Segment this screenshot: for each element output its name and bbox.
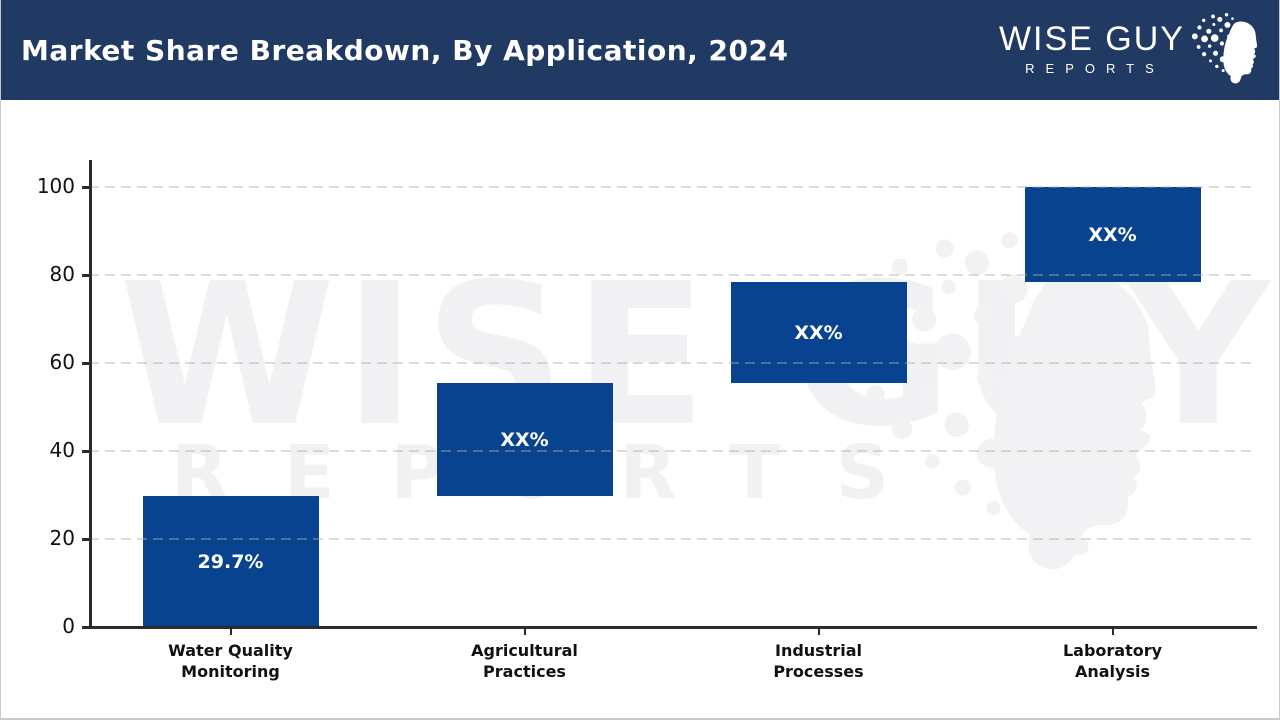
x-tick-mark-water-quality-monitoring	[229, 628, 232, 635]
x-category-label-water-quality-monitoring: Water Quality Monitoring	[168, 641, 293, 681]
y-tick-label-100: 100	[36, 174, 75, 198]
y-tick-mark-20	[82, 538, 89, 541]
y-axis-line	[89, 160, 92, 629]
y-tick-mark-40	[82, 450, 89, 453]
bar-value-label-agricultural-practices: XX%	[500, 428, 549, 451]
x-axis-line	[89, 626, 1257, 629]
y-tick-mark-0	[82, 626, 89, 629]
y-tick-mark-100	[82, 186, 89, 189]
gridline-100	[89, 186, 1257, 188]
y-tick-label-60: 60	[49, 350, 75, 374]
page-title: Market Share Breakdown, By Application, …	[21, 33, 789, 67]
header-bar: Market Share Breakdown, By Application, …	[1, 0, 1279, 100]
bar-industrial-processes	[730, 282, 907, 384]
x-tick-mark-laboratory-analysis	[1111, 628, 1114, 635]
bar-value-label-laboratory-analysis: XX%	[1088, 223, 1137, 246]
brand-name: WISE GUY	[998, 20, 1185, 58]
brand-logo-text: WISE GUY REPORTS	[999, 20, 1185, 76]
x-tick-mark-industrial-processes	[817, 628, 820, 635]
x-category-label-laboratory-analysis: Laboratory Analysis	[1062, 641, 1163, 681]
x-tick-mark-agricultural-practices	[523, 628, 526, 635]
bar-value-label-industrial-processes: XX%	[794, 321, 843, 344]
face-dots-logo-icon	[1191, 13, 1258, 84]
x-category-label-industrial-processes: Industrial Processes	[773, 641, 864, 681]
y-tick-label-40: 40	[49, 438, 75, 462]
gridline-60	[89, 362, 1257, 364]
brand-logo: WISE GUY REPORTS	[999, 6, 1263, 90]
brand-subtitle: REPORTS	[1025, 61, 1165, 76]
gridline-40	[89, 450, 1257, 452]
y-tick-label-0: 0	[62, 614, 75, 638]
bar-agricultural-practices	[436, 383, 613, 497]
gridline-20	[89, 538, 1257, 540]
watermark-face-dots-icon	[843, 232, 1156, 570]
y-tick-label-20: 20	[49, 526, 75, 550]
y-tick-mark-80	[82, 274, 89, 277]
x-category-label-agricultural-practices: Agricultural Practices	[471, 641, 578, 681]
y-tick-label-80: 80	[49, 262, 75, 286]
y-tick-mark-60	[82, 362, 89, 365]
bar-value-label-water-quality-monitoring: 29.7%	[197, 550, 264, 573]
bar-water-quality-monitoring	[142, 496, 319, 627]
gridline-80	[89, 274, 1257, 276]
bar-laboratory-analysis	[1024, 187, 1201, 283]
